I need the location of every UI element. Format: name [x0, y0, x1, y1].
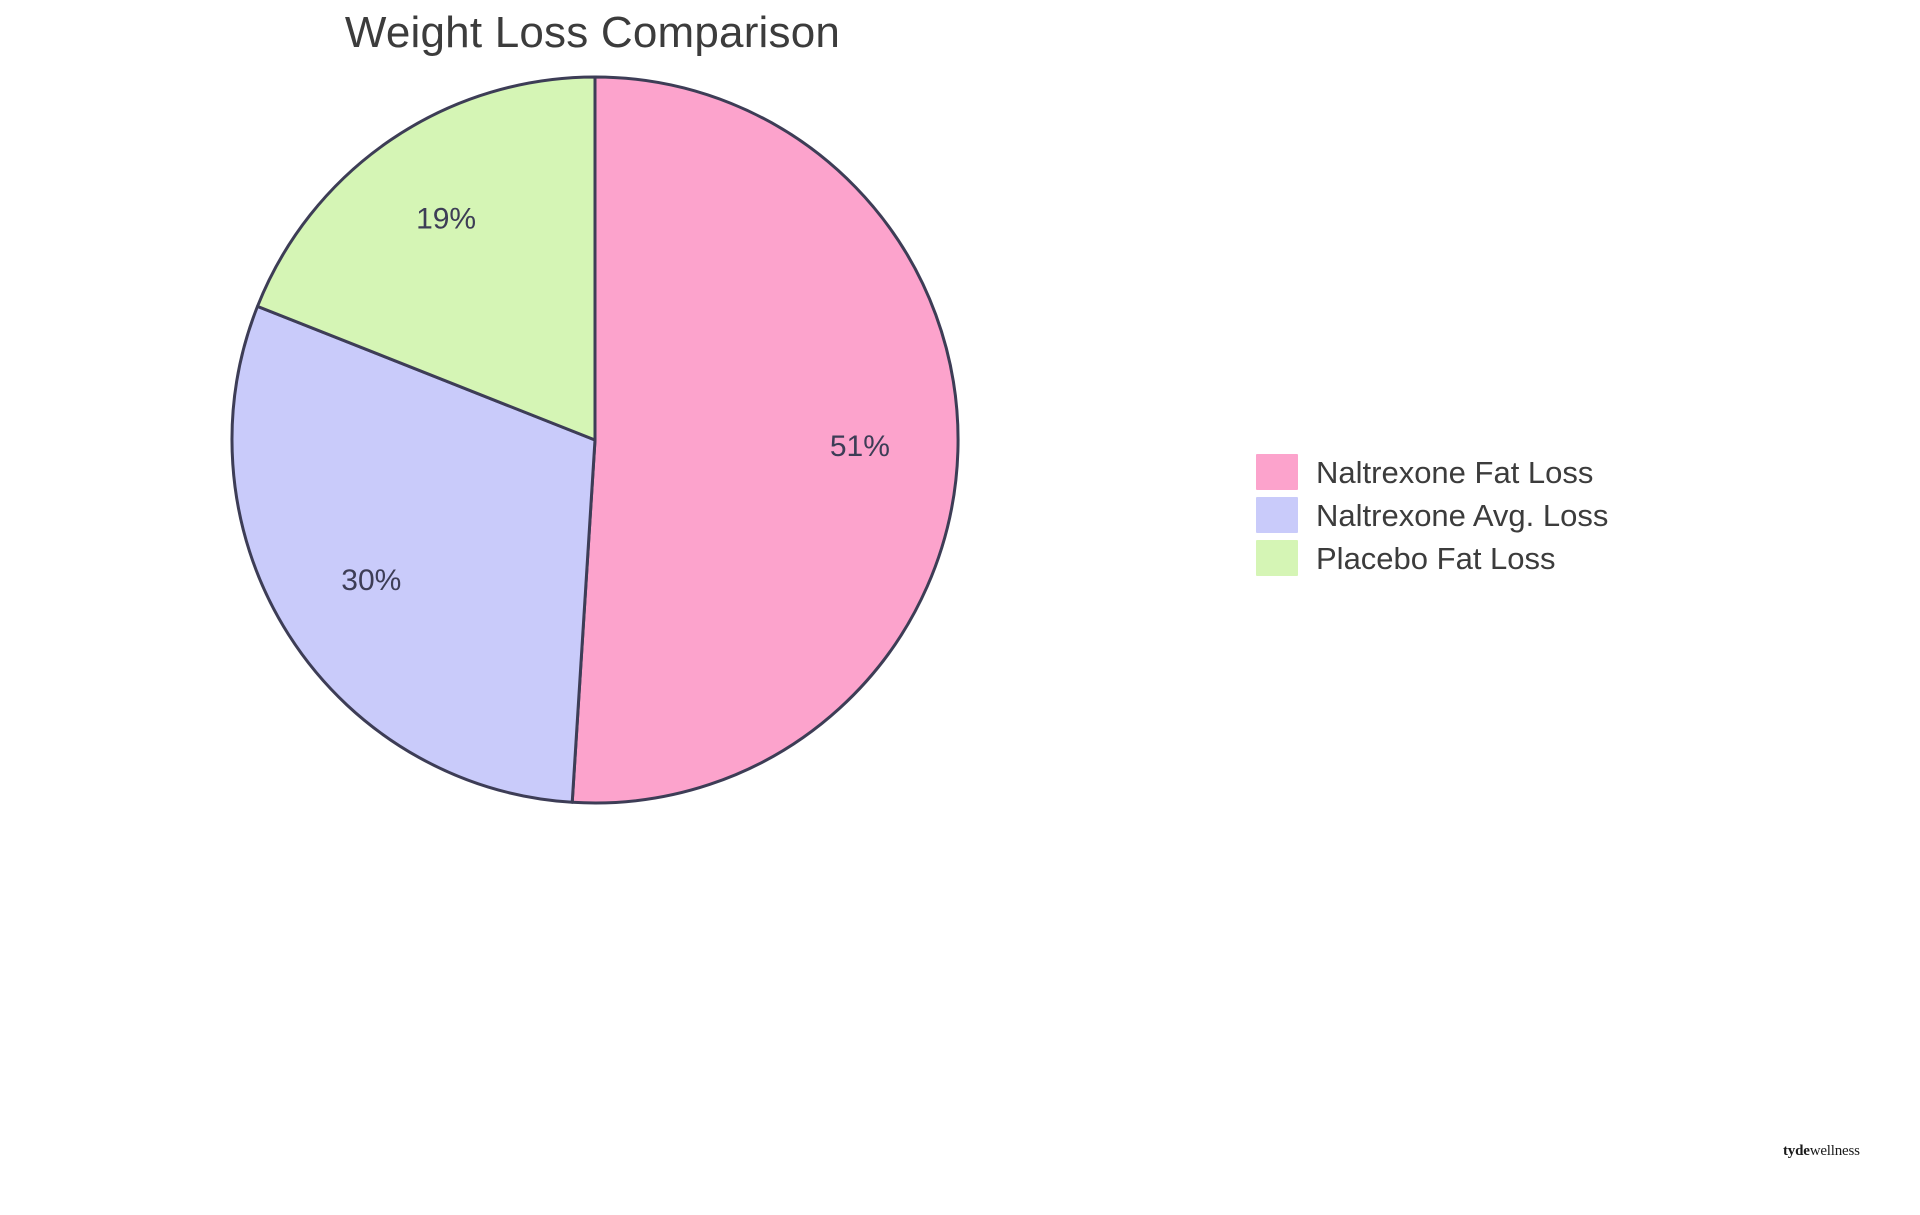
legend-swatch-icon-2 — [1256, 540, 1298, 576]
legend-swatch-icon-0 — [1256, 454, 1298, 490]
pie-slice-label-0: 51% — [830, 430, 890, 463]
watermark-bold-text: tyde — [1783, 1143, 1810, 1159]
legend-item-naltrexone-avg-loss[interactable]: Naltrexone Avg. Loss — [1256, 497, 1609, 533]
pie-slice-label-2: 19% — [416, 203, 476, 236]
page-title: Weight Loss Comparison — [344, 8, 841, 57]
legend-item-naltrexone-fat-loss[interactable]: Naltrexone Fat Loss — [1256, 454, 1608, 490]
chart-legend: Naltrexone Fat Loss Naltrexone Avg. Loss… — [1256, 454, 1609, 576]
pie-slice-2[interactable] — [255, 75, 597, 442]
legend-label-0: Naltrexone Fat Loss — [1316, 454, 1594, 490]
pie-slice-0[interactable] — [570, 75, 960, 805]
legend-label-1: Naltrexone Avg. Loss — [1316, 497, 1609, 533]
legend-swatch-icon-1 — [1256, 497, 1298, 533]
pie-slice-label-1: 30% — [341, 564, 401, 597]
pie-slice-1[interactable] — [230, 304, 597, 804]
legend-item-placebo-fat-loss[interactable]: Placebo Fat Loss — [1256, 540, 1608, 576]
pie-labels-group: 51% 30% 19% — [341, 203, 890, 597]
legend-label-2: Placebo Fat Loss — [1316, 540, 1556, 576]
watermark-light-text: wellness — [1809, 1143, 1860, 1159]
brand-watermark: tydewellness — [1783, 1143, 1860, 1160]
pie-slices-group — [230, 75, 960, 805]
